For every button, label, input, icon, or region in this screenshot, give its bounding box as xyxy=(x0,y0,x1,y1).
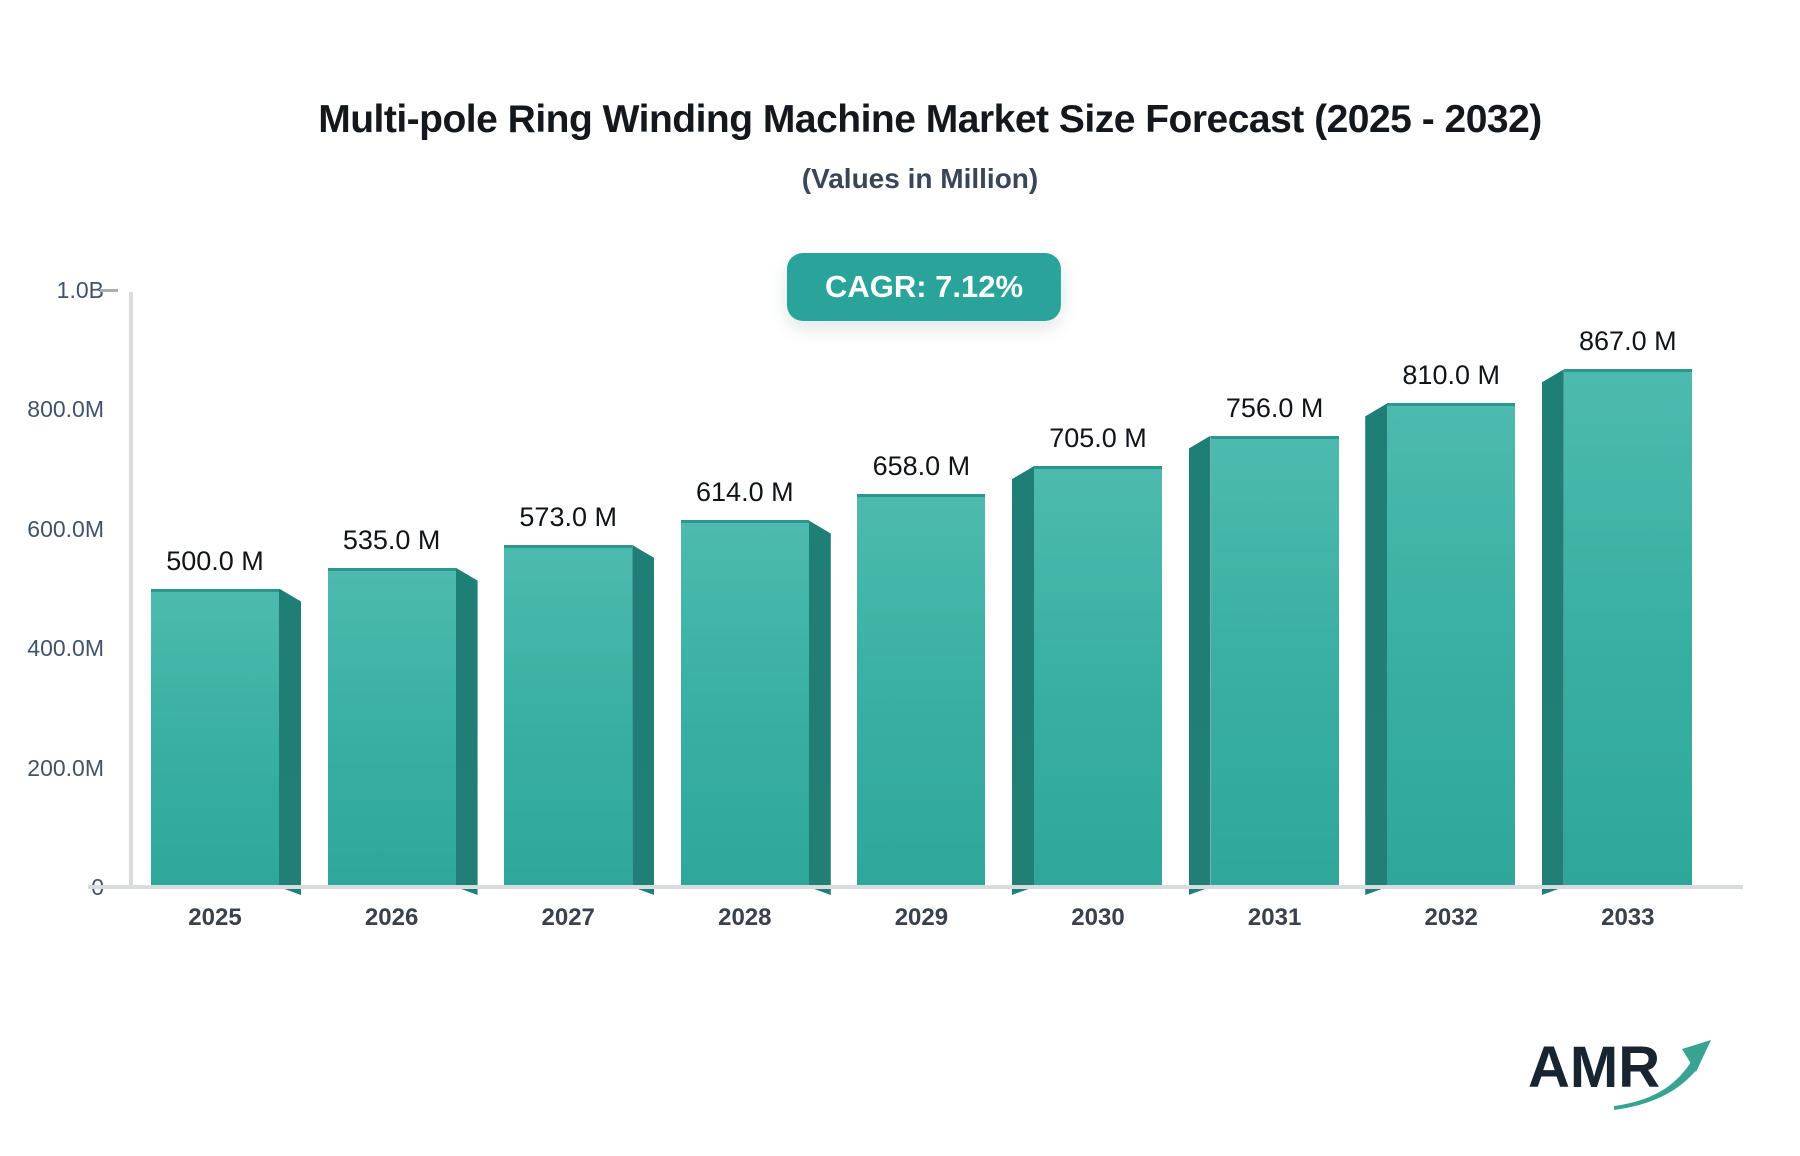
chart-subtitle: (Values in Million) xyxy=(801,163,1039,194)
x-axis-category-label: 2029 xyxy=(894,904,949,931)
amr-logo: AMR xyxy=(1528,1032,1738,1122)
x-axis-line xyxy=(88,885,1743,889)
x-axis-category-label: 2028 xyxy=(718,904,772,931)
bar-side-face xyxy=(279,589,301,896)
x-axis-category-label: 2026 xyxy=(364,904,419,931)
x-axis-category-label: 2027 xyxy=(541,904,595,931)
bar-value-label: 756.0 M xyxy=(1225,392,1324,423)
bar-side-face xyxy=(632,545,654,895)
growth-arrow-icon xyxy=(1614,1040,1711,1110)
bar-side-face xyxy=(1542,369,1564,895)
bar-2026 xyxy=(327,567,456,887)
bar-2031 xyxy=(1210,435,1339,887)
bar-side-face xyxy=(809,520,831,895)
bar-value-label: 867.0 M xyxy=(1579,326,1677,357)
bar-value-label: 705.0 M xyxy=(1049,423,1147,454)
x-axis-category-label: 2032 xyxy=(1424,904,1478,931)
y-axis-tick-label: 1.0B xyxy=(56,277,104,303)
bar-2028 xyxy=(680,520,809,887)
cagr-badge: CAGR: 7.12% xyxy=(786,253,1062,321)
cagr-badge-label: CAGR: 7.12% xyxy=(824,269,1024,304)
chart-title: Multi-pole Ring Winding Machine Market S… xyxy=(318,98,1542,141)
bar-2030 xyxy=(1034,466,1162,887)
y-axis-tick-mark xyxy=(100,289,118,292)
x-axis-category-label: 2025 xyxy=(188,904,242,931)
bar-value-label: 658.0 M xyxy=(872,451,971,482)
x-axis-category-label: 2031 xyxy=(1247,904,1302,931)
x-axis-category-label: 2030 xyxy=(1071,904,1125,931)
y-axis-tick-label: 200.0M xyxy=(27,754,104,781)
y-axis-tick-label: 600.0M xyxy=(27,515,104,542)
bar-2027 xyxy=(504,544,633,887)
bar-2033 xyxy=(1563,369,1692,887)
bar-value-label: 535.0 M xyxy=(342,524,441,555)
bar-value-label: 500.0 M xyxy=(166,545,264,576)
bar-2032 xyxy=(1387,403,1516,887)
x-axis-category-label: 2033 xyxy=(1601,904,1655,931)
y-axis-tick-label: 800.0M xyxy=(27,396,104,423)
bar-side-face xyxy=(456,568,478,895)
y-axis-line xyxy=(129,292,133,887)
bar-side-face xyxy=(1189,436,1211,895)
bar-value-label: 614.0 M xyxy=(696,477,794,508)
bar-side-face xyxy=(1365,403,1387,895)
bar-2025 xyxy=(151,588,279,887)
bar-value-label: 573.0 M xyxy=(519,501,617,532)
bar-value-label: 810.0 M xyxy=(1402,360,1500,391)
amr-logo-text: AMR xyxy=(1528,1035,1661,1100)
bar-2029 xyxy=(857,494,986,887)
y-axis-tick-label: 400.0M xyxy=(27,635,104,662)
bar-side-face xyxy=(1012,466,1034,895)
